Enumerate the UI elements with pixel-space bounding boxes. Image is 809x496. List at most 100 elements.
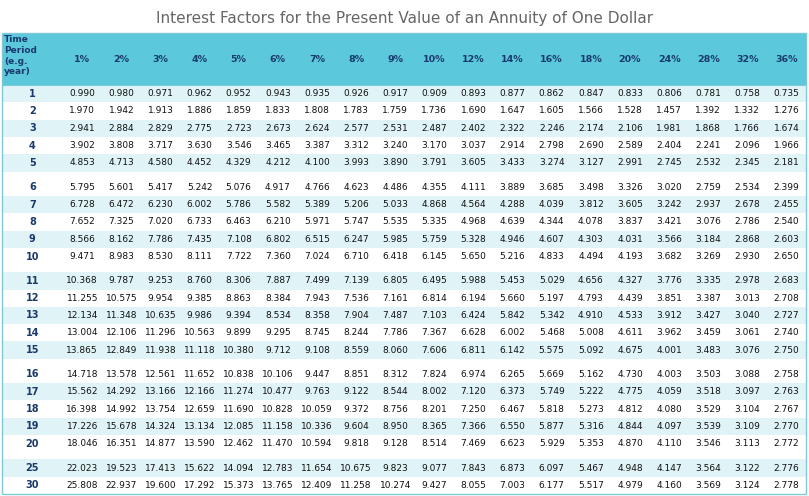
Text: 3.061: 3.061: [735, 328, 760, 337]
Text: 15.373: 15.373: [223, 481, 255, 490]
Text: 15.562: 15.562: [66, 387, 98, 396]
Text: 4.833: 4.833: [539, 252, 565, 261]
Bar: [2, 102, 806, 120]
Text: 9.385: 9.385: [187, 294, 213, 303]
Text: 3.335: 3.335: [695, 276, 721, 285]
Text: 5.582: 5.582: [265, 200, 290, 209]
Bar: [2, 231, 806, 248]
Text: 7.499: 7.499: [304, 276, 330, 285]
Text: 0.962: 0.962: [187, 89, 213, 98]
Text: 2.763: 2.763: [773, 387, 799, 396]
Text: 9.108: 9.108: [304, 346, 330, 355]
Bar: [2, 418, 806, 435]
Text: 25: 25: [26, 463, 39, 473]
Text: 10.675: 10.675: [341, 463, 372, 473]
Text: 8.201: 8.201: [421, 405, 447, 414]
Text: 8.002: 8.002: [421, 387, 447, 396]
Text: 1.913: 1.913: [147, 107, 173, 116]
Text: 10.368: 10.368: [66, 276, 98, 285]
Text: 1.690: 1.690: [460, 107, 486, 116]
Text: 13: 13: [26, 310, 39, 320]
Text: 11.255: 11.255: [66, 294, 98, 303]
Text: 8.514: 8.514: [421, 439, 447, 448]
Text: 6.873: 6.873: [500, 463, 526, 473]
Text: 15.622: 15.622: [184, 463, 215, 473]
Text: 6.515: 6.515: [304, 235, 330, 244]
Text: 4.853: 4.853: [70, 159, 95, 168]
Text: 4.003: 4.003: [656, 370, 682, 379]
Text: 6.210: 6.210: [265, 217, 290, 226]
Text: 8.756: 8.756: [383, 405, 408, 414]
Text: 5.601: 5.601: [108, 183, 134, 192]
Text: 0.862: 0.862: [539, 89, 565, 98]
Text: 4.452: 4.452: [187, 159, 212, 168]
Text: 16.398: 16.398: [66, 405, 98, 414]
Text: 2.775: 2.775: [187, 124, 213, 133]
Text: 9.372: 9.372: [343, 405, 369, 414]
Text: 6.805: 6.805: [383, 276, 408, 285]
Text: 4.355: 4.355: [421, 183, 447, 192]
Text: 18%: 18%: [579, 55, 602, 63]
Text: 7.469: 7.469: [460, 439, 486, 448]
Text: 4.766: 4.766: [304, 183, 330, 192]
Text: 12.659: 12.659: [184, 405, 215, 414]
Text: 5.749: 5.749: [539, 387, 565, 396]
Text: 3.312: 3.312: [343, 141, 369, 150]
Text: 12.561: 12.561: [145, 370, 176, 379]
Text: 18: 18: [26, 404, 39, 414]
Text: 9.253: 9.253: [147, 276, 173, 285]
Text: 1: 1: [29, 89, 36, 99]
Text: 3.433: 3.433: [500, 159, 525, 168]
Text: 3.503: 3.503: [695, 370, 721, 379]
Text: 0.952: 0.952: [226, 89, 252, 98]
Text: 4.039: 4.039: [539, 200, 565, 209]
Text: 20: 20: [26, 439, 39, 449]
Text: 7.943: 7.943: [304, 294, 330, 303]
Text: 7.161: 7.161: [383, 294, 408, 303]
Text: 2.745: 2.745: [656, 159, 682, 168]
Text: 3.104: 3.104: [735, 405, 760, 414]
Text: 6.733: 6.733: [187, 217, 213, 226]
Text: 1.981: 1.981: [656, 124, 682, 133]
Text: 7.722: 7.722: [226, 252, 252, 261]
Text: 7.843: 7.843: [460, 463, 486, 473]
Text: 6.728: 6.728: [70, 200, 95, 209]
Text: 15.678: 15.678: [105, 422, 138, 431]
Text: 5.669: 5.669: [539, 370, 565, 379]
Text: 4.533: 4.533: [617, 311, 643, 320]
Text: 2.678: 2.678: [735, 200, 760, 209]
Text: 6.710: 6.710: [343, 252, 369, 261]
Text: 5.273: 5.273: [578, 405, 604, 414]
Text: 6.373: 6.373: [500, 387, 526, 396]
Text: 17.292: 17.292: [184, 481, 215, 490]
Text: 3.546: 3.546: [695, 439, 721, 448]
Text: 2.776: 2.776: [773, 463, 799, 473]
Text: 1.674: 1.674: [773, 124, 799, 133]
Text: 9.712: 9.712: [265, 346, 290, 355]
Text: 6.814: 6.814: [421, 294, 447, 303]
Text: 3.837: 3.837: [617, 217, 643, 226]
Text: 24%: 24%: [658, 55, 680, 63]
Text: 2: 2: [29, 106, 36, 116]
Text: 0.943: 0.943: [265, 89, 290, 98]
Text: 1.766: 1.766: [735, 124, 760, 133]
Text: 10.563: 10.563: [184, 328, 215, 337]
Text: 1%: 1%: [74, 55, 91, 63]
Text: Interest Factors for the Present Value of an Annuity of One Dollar: Interest Factors for the Present Value o…: [156, 10, 653, 25]
Text: 4.623: 4.623: [343, 183, 369, 192]
Text: 3.088: 3.088: [735, 370, 760, 379]
Text: 9.122: 9.122: [343, 387, 369, 396]
Text: 2.534: 2.534: [735, 183, 760, 192]
Text: 3.483: 3.483: [695, 346, 721, 355]
Text: 6.097: 6.097: [539, 463, 565, 473]
Text: 25.808: 25.808: [66, 481, 98, 490]
Text: 0.935: 0.935: [304, 89, 330, 98]
Text: 5.316: 5.316: [578, 422, 604, 431]
Text: 3.993: 3.993: [343, 159, 369, 168]
Text: 16.351: 16.351: [105, 439, 138, 448]
Text: 5.342: 5.342: [539, 311, 565, 320]
Text: 3.902: 3.902: [70, 141, 95, 150]
Text: 10.838: 10.838: [223, 370, 255, 379]
Text: 1.392: 1.392: [695, 107, 721, 116]
Text: 6.177: 6.177: [539, 481, 565, 490]
